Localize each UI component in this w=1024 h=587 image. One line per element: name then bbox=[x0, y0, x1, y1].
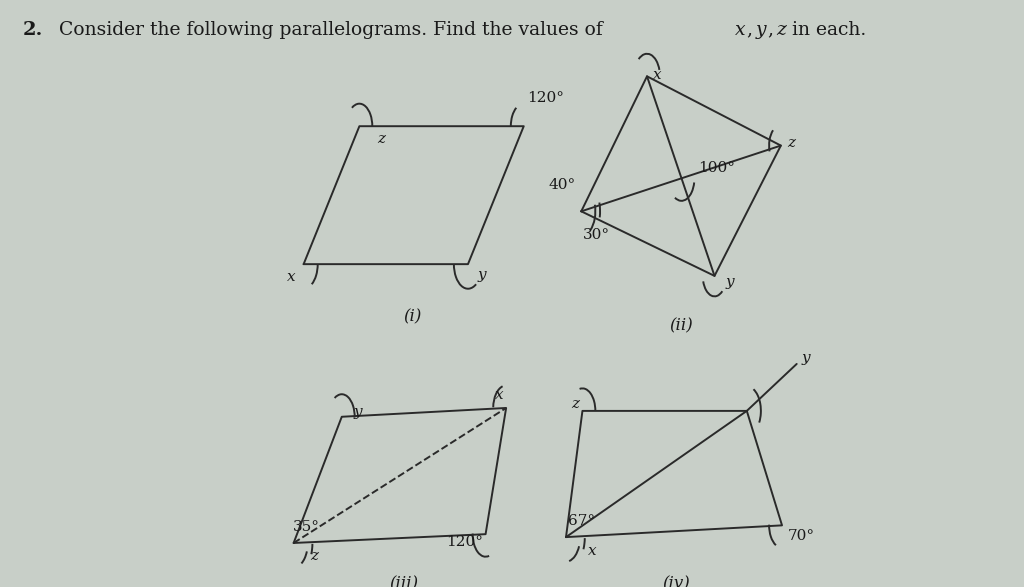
Text: 120°: 120° bbox=[445, 535, 482, 549]
Text: ,: , bbox=[746, 21, 753, 39]
Text: z: z bbox=[377, 132, 385, 146]
Text: z: z bbox=[571, 397, 579, 411]
Text: (iv): (iv) bbox=[663, 576, 690, 587]
Text: 120°: 120° bbox=[526, 91, 563, 105]
Text: ,: , bbox=[767, 21, 773, 39]
Text: z: z bbox=[310, 549, 318, 563]
Text: x: x bbox=[653, 68, 662, 82]
Text: y: y bbox=[477, 268, 486, 282]
Text: 40°: 40° bbox=[548, 178, 575, 192]
Text: (iii): (iii) bbox=[389, 576, 418, 587]
Text: (i): (i) bbox=[403, 309, 422, 325]
Text: in each.: in each. bbox=[786, 21, 866, 39]
Text: 100°: 100° bbox=[698, 161, 735, 175]
Text: 2.: 2. bbox=[23, 21, 43, 39]
Text: y: y bbox=[802, 351, 810, 365]
Text: Consider the following parallelograms. Find the values of: Consider the following parallelograms. F… bbox=[59, 21, 609, 39]
Text: y: y bbox=[725, 275, 734, 289]
Text: x: x bbox=[287, 270, 295, 284]
Text: (ii): (ii) bbox=[669, 318, 693, 334]
Text: x: x bbox=[589, 544, 597, 558]
Text: 35°: 35° bbox=[293, 519, 319, 534]
Text: 30°: 30° bbox=[583, 228, 609, 242]
Text: y: y bbox=[756, 21, 766, 39]
Text: 67°: 67° bbox=[568, 514, 596, 528]
Text: x: x bbox=[495, 388, 503, 402]
Text: x: x bbox=[735, 21, 745, 39]
Text: z: z bbox=[776, 21, 786, 39]
Text: 70°: 70° bbox=[787, 529, 815, 543]
Text: z: z bbox=[786, 136, 795, 150]
Text: y: y bbox=[353, 405, 362, 419]
